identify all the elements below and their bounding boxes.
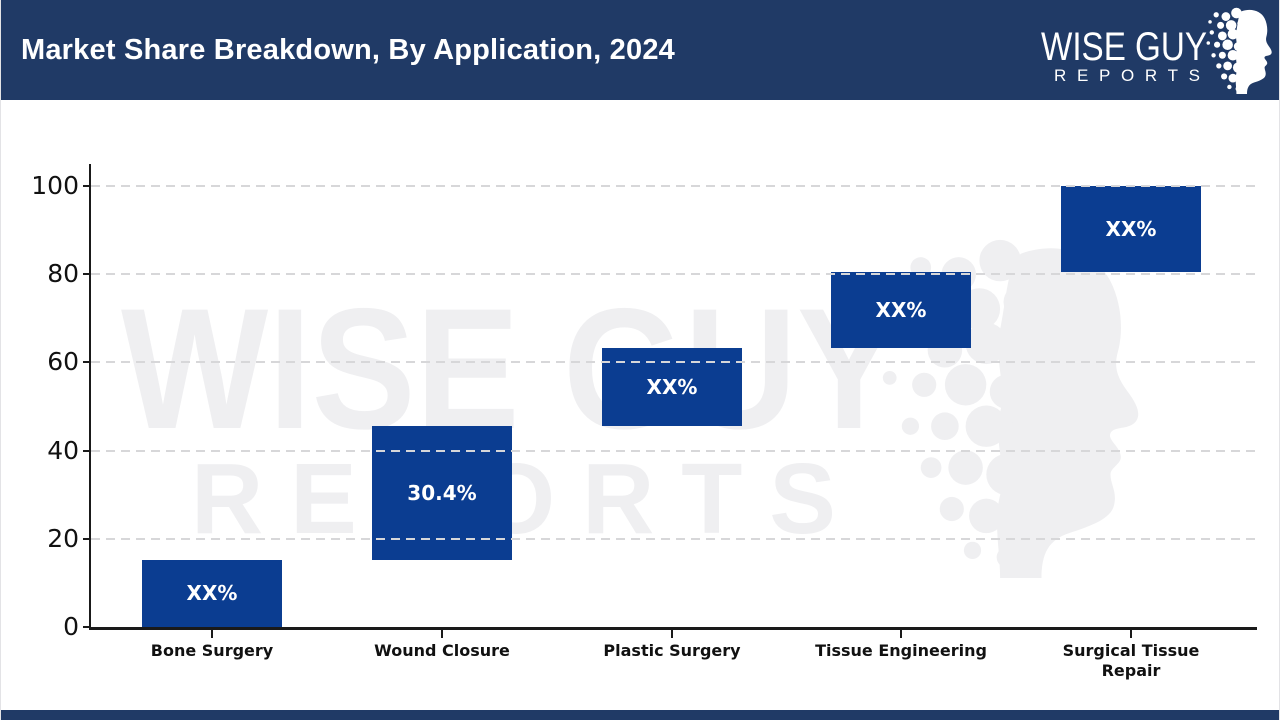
bar-segment: 30.4% (372, 425, 512, 560)
wiseguy-logo: WISE GUY REPORTS (1039, 4, 1275, 101)
x-tick-label: Tissue Engineering (815, 641, 987, 660)
y-tick-mark (83, 626, 91, 628)
bar-segment: XX% (1061, 186, 1201, 273)
x-tick-label: Bone Surgery (150, 641, 274, 660)
gridline (91, 361, 1257, 364)
header-bar: Market Share Breakdown, By Application, … (1, 0, 1279, 101)
y-axis-spine (89, 164, 91, 630)
y-tick-label: 100 (31, 171, 79, 200)
y-tick-label: 20 (47, 523, 79, 553)
bar-segment: XX% (602, 348, 742, 426)
y-tick-label: 60 (47, 347, 79, 377)
bar-value-label: XX% (646, 375, 698, 400)
x-tick-mark (211, 630, 213, 638)
bar-value-label: XX% (875, 298, 927, 323)
x-tick-label: Wound Closure (374, 641, 510, 660)
bar-value-label: 30.4% (407, 480, 477, 505)
bar-segment: XX% (142, 559, 282, 627)
x-tick-label: Surgical Tissue Repair (1062, 641, 1200, 680)
y-tick-mark (83, 273, 91, 276)
gridline (91, 537, 1257, 540)
gridline (91, 185, 1257, 187)
bar-value-label: XX% (1105, 217, 1157, 242)
gridline (91, 449, 1257, 452)
y-tick-label: 80 (47, 259, 79, 289)
bar-value-label: XX% (186, 581, 238, 606)
x-tick-mark (900, 630, 902, 638)
bar-segment: XX% (831, 272, 971, 349)
x-tick-mark (441, 630, 443, 638)
y-tick-label: 0 (63, 612, 79, 641)
y-tick-mark (83, 537, 91, 540)
y-tick-mark (83, 185, 91, 187)
page-title: Market Share Breakdown, By Application, … (21, 33, 675, 66)
logo-wordmark: WISE GUY (1041, 25, 1207, 69)
wiseguy-logo-graphic: WISE GUY REPORTS (1041, 7, 1272, 95)
x-tick-label: Plastic Surgery (603, 641, 741, 660)
x-axis-spine (89, 627, 1257, 630)
x-tick-mark (671, 630, 673, 638)
x-tick-mark (1130, 630, 1132, 638)
footer-bar (1, 710, 1279, 720)
gridline (91, 273, 1257, 276)
y-tick-mark (83, 361, 91, 364)
y-tick-mark (83, 449, 91, 452)
y-tick-label: 40 (47, 435, 79, 465)
wiseguy-head-icon (1206, 7, 1272, 95)
